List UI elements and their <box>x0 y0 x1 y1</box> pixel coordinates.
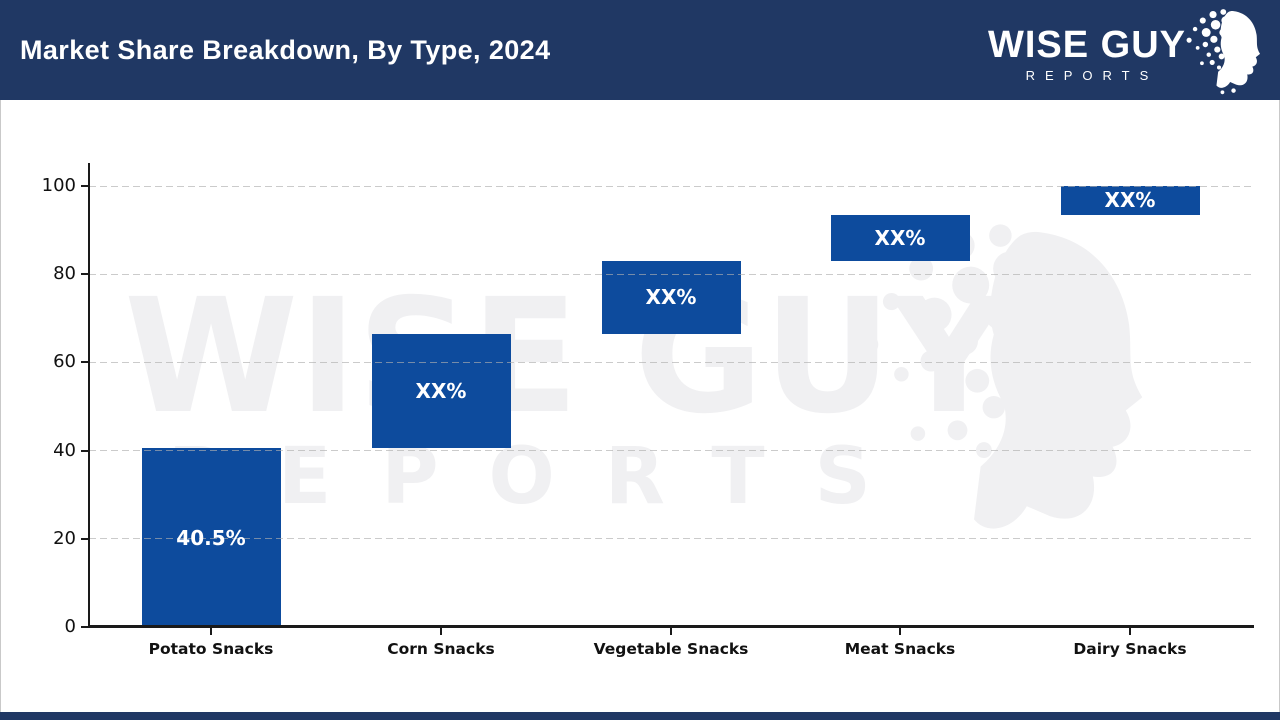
footer-bar <box>0 712 1280 720</box>
y-tick-label: 60 <box>53 351 76 373</box>
gridline-20 <box>89 538 1254 540</box>
x-tick-5 <box>1129 628 1131 635</box>
y-tick-label: 40 <box>53 439 76 461</box>
category-label-1: Potato Snacks <box>148 640 274 658</box>
category-label-4: Meat Snacks <box>844 640 956 658</box>
x-tick-3 <box>670 628 672 635</box>
y-tick-label: 100 <box>41 175 76 196</box>
left-border <box>0 100 1 712</box>
y-tick-label: 80 <box>53 263 76 285</box>
bar-dairy-snacks <box>1060 186 1200 215</box>
y-axis-line <box>88 163 90 628</box>
category-label-5: Dairy Snacks <box>1073 640 1187 658</box>
y-tick-60 <box>81 361 88 364</box>
x-tick-1 <box>210 628 212 635</box>
gridline-80 <box>89 273 1254 275</box>
bar-meat-snacks <box>830 214 970 261</box>
gridline-40 <box>89 450 1254 452</box>
header-bar: Market Share Breakdown, By Type, 2024 WI… <box>0 0 1280 100</box>
gridline-60 <box>89 361 1254 363</box>
bar-value-label: XX% <box>1104 188 1156 213</box>
chart-area: WISE GUY REPORTS 40.5% XX% XX% XX% XX% 0 20 40 6… <box>0 100 1280 712</box>
bar-value-label: XX% <box>645 285 697 310</box>
category-label-3: Vegetable Snacks <box>593 640 749 658</box>
bar-value-label: XX% <box>415 379 467 404</box>
y-tick-100 <box>81 185 88 187</box>
bar-value-label: 40.5% <box>176 525 246 550</box>
y-tick-20 <box>81 537 88 540</box>
brand-head-icon <box>1186 9 1261 95</box>
y-tick-40 <box>81 449 88 452</box>
y-tick-0 <box>81 626 88 628</box>
y-tick-80 <box>81 273 88 276</box>
x-tick-2 <box>440 628 442 635</box>
brand-subtitle: REPORTS <box>1025 67 1159 83</box>
bar-corn-snacks <box>371 333 511 449</box>
gridline-100 <box>89 185 1254 187</box>
x-axis-line <box>88 625 1254 628</box>
brand-logo-text: WISE GUY REPORTS <box>988 24 1186 83</box>
bar-vegetable-snacks <box>601 260 741 334</box>
x-tick-4 <box>899 628 901 635</box>
y-tick-label: 20 <box>53 527 76 549</box>
y-tick-label: 0 <box>64 616 76 637</box>
category-label-2: Corn Snacks <box>387 640 495 658</box>
bar-value-label: XX% <box>874 225 926 250</box>
watermark-head-icon <box>858 224 1143 529</box>
page-title: Market Share Breakdown, By Type, 2024 <box>20 35 551 65</box>
brand-logo: WISE GUY REPORTS <box>988 6 1268 100</box>
bar-potato-snacks <box>141 448 281 627</box>
brand-name: WISE GUY <box>987 23 1186 66</box>
watermark-text: WISE GUY <box>124 265 1007 449</box>
